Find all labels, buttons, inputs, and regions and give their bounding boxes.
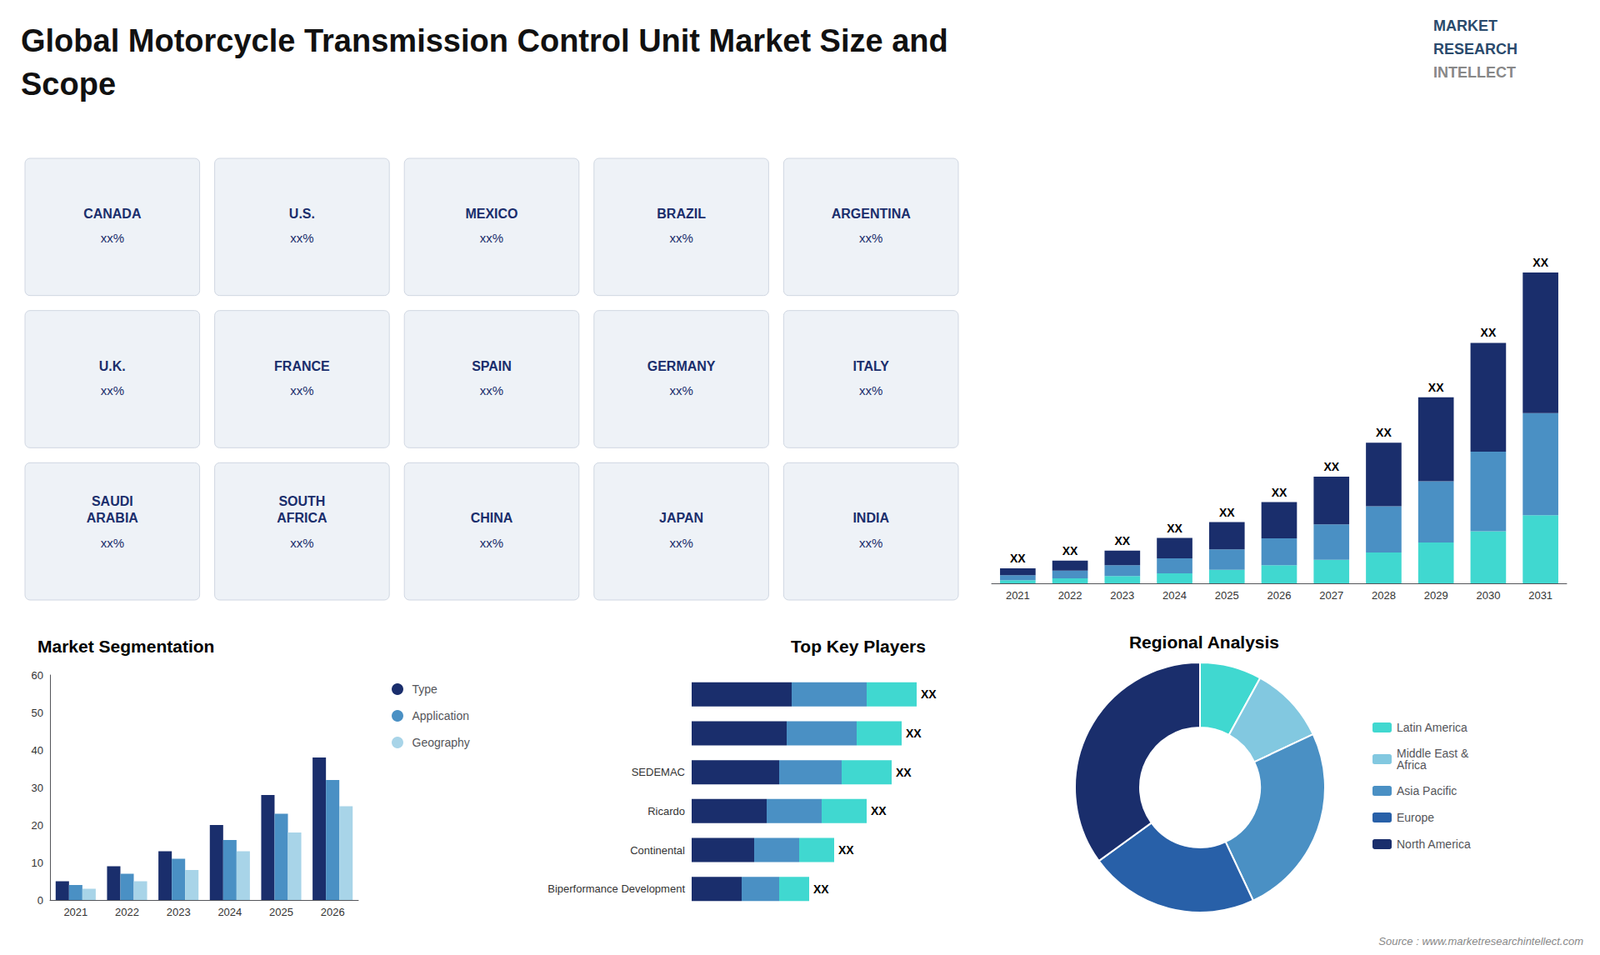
svg-text:Continental: Continental: [630, 844, 685, 857]
svg-text:CANADA: CANADA: [83, 206, 142, 221]
svg-text:2030: 2030: [1475, 589, 1500, 602]
svg-text:SAUDI: SAUDI: [91, 494, 134, 509]
svg-text:XX: XX: [905, 726, 922, 740]
svg-text:xx%: xx%: [480, 535, 504, 550]
svg-text:GERMANY: GERMANY: [647, 359, 716, 374]
svg-text:JAPAN: JAPAN: [659, 510, 704, 525]
svg-text:2026: 2026: [320, 905, 345, 919]
svg-text:xx%: xx%: [859, 535, 883, 550]
svg-text:U.S.: U.S.: [289, 206, 315, 221]
svg-text:20: 20: [31, 819, 44, 832]
svg-text:XX: XX: [1480, 325, 1497, 340]
svg-text:xx%: xx%: [669, 383, 693, 398]
svg-text:XX: XX: [1166, 521, 1183, 535]
svg-text:2023: 2023: [1110, 589, 1135, 602]
svg-text:2024: 2024: [1162, 589, 1187, 602]
svg-text:XX: XX: [1271, 485, 1288, 500]
svg-text:XX: XX: [1323, 460, 1340, 474]
svg-text:Type: Type: [412, 682, 439, 696]
svg-text:Ricardo: Ricardo: [647, 805, 685, 818]
svg-text:xx%: xx%: [480, 230, 504, 245]
svg-text:Regional Analysis: Regional Analysis: [1129, 632, 1280, 652]
svg-text:xx%: xx%: [669, 230, 693, 245]
svg-text:SEDEMAC: SEDEMAC: [631, 765, 685, 779]
svg-text:xx%: xx%: [100, 535, 125, 550]
svg-text:XX: XX: [1062, 544, 1079, 558]
svg-text:xx%: xx%: [100, 383, 125, 398]
svg-text:10: 10: [31, 856, 44, 870]
svg-text:Europe: Europe: [1396, 810, 1435, 825]
svg-text:xx%: xx%: [100, 230, 125, 245]
svg-text:FRANCE: FRANCE: [274, 359, 330, 374]
svg-text:Scope: Scope: [20, 66, 116, 102]
svg-text:Asia Pacific: Asia Pacific: [1396, 784, 1457, 798]
svg-text:xx%: xx%: [859, 230, 883, 245]
svg-text:30: 30: [31, 781, 44, 795]
svg-text:XX: XX: [1375, 425, 1392, 440]
svg-text:2027: 2027: [1319, 589, 1344, 602]
svg-text:Application: Application: [412, 709, 470, 723]
svg-text:SOUTH: SOUTH: [278, 494, 325, 509]
svg-text:U.K.: U.K.: [99, 359, 126, 374]
svg-text:40: 40: [31, 744, 44, 757]
svg-text:Latin America: Latin America: [1396, 720, 1468, 735]
svg-text:SPAIN: SPAIN: [471, 359, 512, 374]
svg-text:2029: 2029: [1424, 589, 1449, 602]
svg-text:XX: XX: [895, 765, 912, 780]
svg-text:50: 50: [31, 706, 44, 720]
svg-text:XX: XX: [838, 843, 855, 857]
svg-text:xx%: xx%: [290, 535, 314, 550]
svg-text:XX: XX: [920, 687, 937, 701]
svg-text:Middle East &: Middle East &: [1396, 746, 1469, 760]
svg-text:2022: 2022: [1058, 589, 1083, 602]
svg-text:Market Segmentation: Market Segmentation: [37, 636, 215, 656]
svg-text:2021: 2021: [63, 905, 88, 919]
svg-text:ITALY: ITALY: [852, 359, 890, 374]
svg-text:Biperformance Development: Biperformance Development: [547, 882, 685, 895]
svg-text:xx%: xx%: [859, 383, 883, 398]
svg-text:2031: 2031: [1528, 589, 1553, 602]
svg-text:XX: XX: [870, 804, 887, 818]
svg-text:0: 0: [37, 894, 44, 907]
svg-text:AFRICA: AFRICA: [276, 510, 328, 525]
svg-text:ARGENTINA: ARGENTINA: [831, 206, 912, 221]
svg-text:2022: 2022: [115, 905, 140, 919]
svg-text:2024: 2024: [217, 905, 242, 919]
svg-text:Global Motorcycle Transmission: Global Motorcycle Transmission Control U…: [20, 23, 949, 59]
svg-text:XX: XX: [1428, 380, 1445, 395]
svg-text:2026: 2026: [1267, 589, 1292, 602]
svg-text:BRAZIL: BRAZIL: [656, 206, 706, 221]
svg-text:MEXICO: MEXICO: [465, 206, 518, 221]
svg-text:INDIA: INDIA: [852, 510, 890, 525]
svg-text:XX: XX: [1219, 505, 1235, 520]
svg-text:Source : www.marketresearchint: Source : www.marketresearchintellect.com: [1378, 935, 1584, 948]
svg-text:ARABIA: ARABIA: [86, 510, 140, 525]
svg-text:xx%: xx%: [480, 383, 504, 398]
svg-text:2023: 2023: [166, 905, 191, 919]
svg-text:MARKET: MARKET: [1433, 17, 1498, 35]
svg-text:XX: XX: [1114, 534, 1130, 548]
svg-text:Africa: Africa: [1396, 758, 1427, 772]
svg-text:2021: 2021: [1005, 589, 1030, 602]
svg-text:2025: 2025: [269, 905, 294, 919]
svg-text:XX: XX: [1532, 255, 1549, 270]
svg-text:2025: 2025: [1215, 589, 1240, 602]
svg-text:60: 60: [31, 669, 44, 682]
svg-text:xx%: xx%: [290, 383, 314, 398]
svg-text:INTELLECT: INTELLECT: [1433, 64, 1516, 81]
svg-text:Geography: Geography: [412, 735, 470, 750]
svg-text:xx%: xx%: [290, 230, 314, 245]
svg-text:xx%: xx%: [669, 535, 693, 550]
svg-text:XX: XX: [813, 882, 830, 896]
svg-text:XX: XX: [1010, 551, 1026, 565]
svg-text:2028: 2028: [1371, 589, 1396, 602]
svg-text:CHINA: CHINA: [470, 510, 514, 525]
svg-text:Top Key Players: Top Key Players: [790, 636, 926, 656]
svg-text:RESEARCH: RESEARCH: [1433, 40, 1518, 58]
svg-text:North America: North America: [1396, 837, 1471, 851]
